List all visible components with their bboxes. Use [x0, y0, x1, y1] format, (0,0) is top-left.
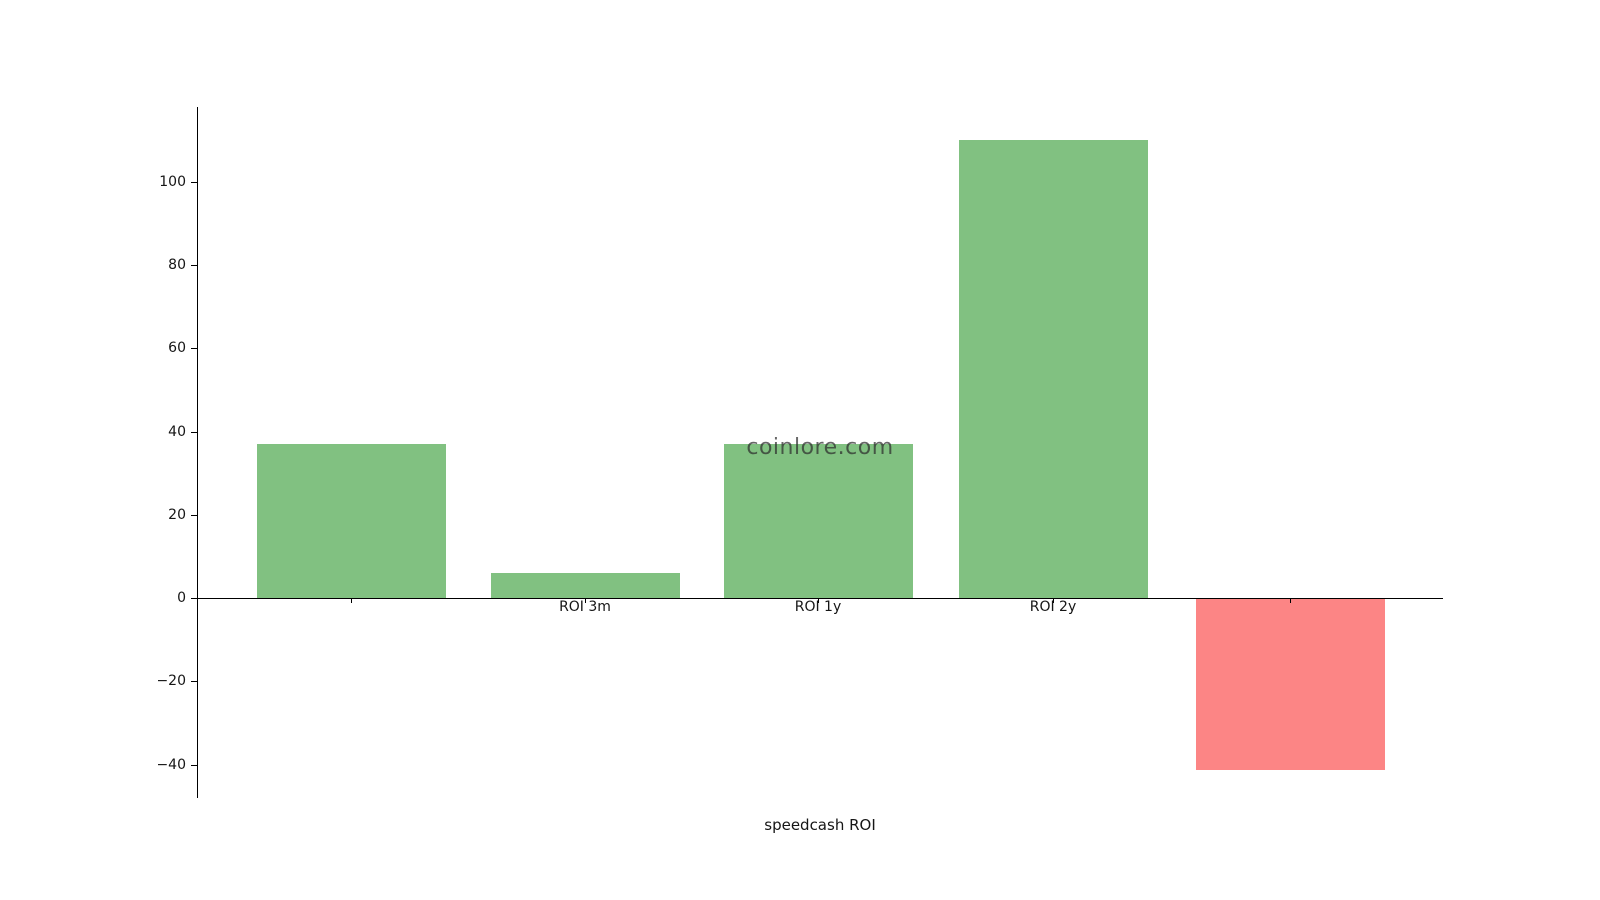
- y-tick-mark: [191, 182, 197, 183]
- y-tick-mark: [191, 598, 197, 599]
- y-tick-label: 60: [168, 340, 186, 356]
- x-tick-mark: [818, 598, 819, 603]
- bar-positive: [256, 444, 446, 599]
- y-tick-label: −40: [156, 757, 186, 773]
- y-tick-mark: [191, 432, 197, 433]
- x-axis-zero-line: [197, 598, 1443, 599]
- x-tick-mark: [351, 598, 352, 603]
- x-tick-label: ROI 3m: [559, 599, 611, 615]
- y-tick-mark: [191, 515, 197, 516]
- y-tick-label: 80: [168, 257, 186, 273]
- x-tick-label: ROI 1y: [794, 599, 842, 615]
- y-tick-label: 20: [168, 507, 186, 523]
- x-tick-label: ROI 2y: [1029, 599, 1077, 615]
- y-axis-spine: [197, 107, 198, 798]
- coinlore-watermark: coinlore.com: [746, 435, 894, 460]
- y-tick-label: −20: [156, 673, 186, 689]
- y-tick-mark: [191, 681, 197, 682]
- y-tick-mark: [191, 765, 197, 766]
- chart-title: speedcash ROI: [764, 816, 876, 834]
- y-tick-mark: [191, 348, 197, 349]
- x-tick-mark: [1290, 598, 1291, 603]
- bar-positive: [723, 444, 913, 599]
- bar-positive: [490, 573, 680, 599]
- bar-negative: [1195, 599, 1385, 770]
- bar-positive: [958, 140, 1148, 599]
- x-tick-mark: [1053, 598, 1054, 603]
- x-tick-mark: [585, 598, 586, 603]
- y-tick-label: 100: [159, 174, 186, 190]
- y-tick-mark: [191, 265, 197, 266]
- y-tick-label: 0: [177, 590, 186, 606]
- y-tick-label: 40: [168, 424, 186, 440]
